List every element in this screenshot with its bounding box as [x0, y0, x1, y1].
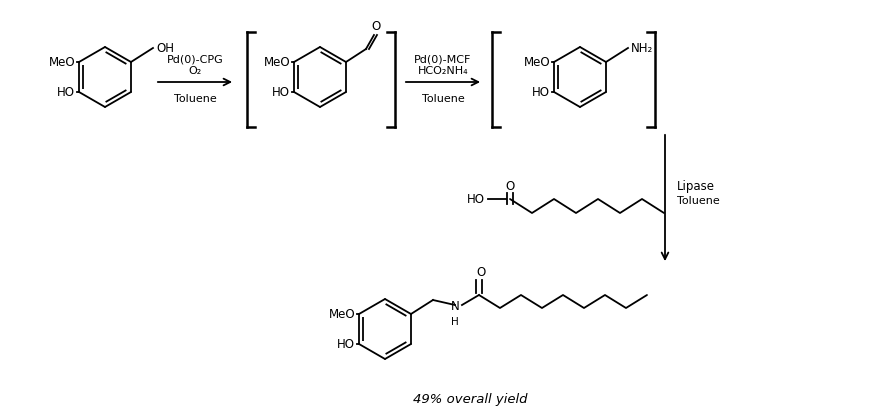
- Text: Pd(0)-CPG: Pd(0)-CPG: [166, 54, 223, 64]
- Text: Toluene: Toluene: [422, 94, 465, 104]
- Text: MeO: MeO: [328, 308, 355, 321]
- Text: HO: HO: [467, 193, 485, 206]
- Text: 49% overall yield: 49% overall yield: [413, 392, 527, 406]
- Text: OH: OH: [156, 41, 174, 55]
- Text: Toluene: Toluene: [677, 195, 720, 206]
- Text: O: O: [476, 266, 486, 279]
- Text: O: O: [371, 21, 381, 33]
- Text: MeO: MeO: [48, 56, 75, 69]
- Text: HO: HO: [57, 86, 75, 99]
- Text: NH₂: NH₂: [631, 41, 653, 55]
- Text: O: O: [506, 180, 514, 193]
- Text: HO: HO: [337, 338, 355, 351]
- Text: Toluene: Toluene: [174, 94, 216, 104]
- Text: HO: HO: [532, 86, 550, 99]
- Text: HO: HO: [272, 86, 290, 99]
- Text: MeO: MeO: [263, 56, 290, 69]
- Text: N: N: [450, 300, 459, 313]
- Text: Lipase: Lipase: [677, 180, 715, 193]
- Text: O₂: O₂: [189, 66, 202, 76]
- Text: Pd(0)-MCF: Pd(0)-MCF: [415, 54, 472, 64]
- Text: MeO: MeO: [523, 56, 550, 69]
- Text: HCO₂NH₄: HCO₂NH₄: [417, 66, 468, 76]
- Text: H: H: [451, 316, 459, 326]
